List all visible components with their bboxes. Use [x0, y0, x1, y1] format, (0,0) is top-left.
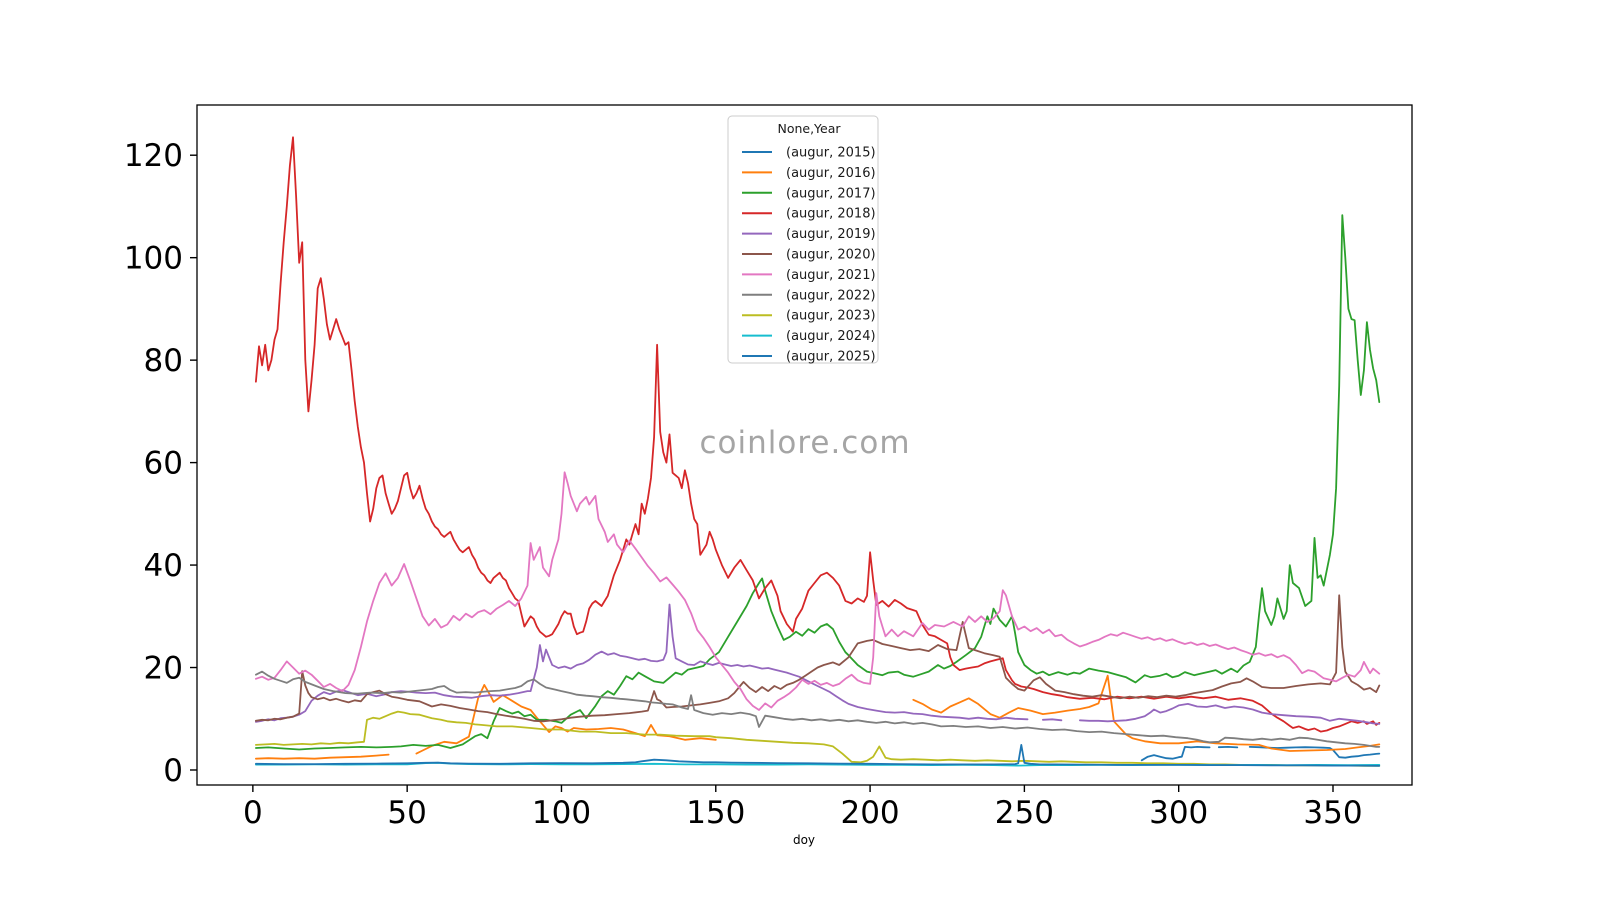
x-tick-label: 250 — [995, 795, 1054, 831]
y-tick-label: 60 — [144, 446, 183, 482]
legend-label-2018: (augur, 2018) — [786, 207, 876, 222]
legend-label-2022: (augur, 2022) — [786, 288, 876, 303]
x-tick-label: 150 — [686, 795, 745, 831]
legend-label-2020: (augur, 2020) — [786, 248, 876, 263]
y-tick-label: 80 — [144, 343, 183, 379]
series-line-2022 — [254, 670, 1381, 748]
series-line-2016 — [415, 684, 717, 755]
legend-label-2019: (augur, 2019) — [786, 227, 876, 242]
y-tick-label: 20 — [144, 651, 183, 687]
series-line-2016 — [912, 674, 1381, 752]
y-tick-label: 120 — [124, 138, 183, 174]
legend-label-2015: (augur, 2015) — [786, 146, 876, 161]
series-line-2019 — [1042, 718, 1063, 722]
series-line-2018 — [254, 136, 1381, 733]
y-tick-label: 40 — [144, 548, 183, 584]
series-line-2025 — [254, 744, 1381, 767]
x-axis-label: doy — [793, 833, 815, 847]
chart-legend: None,Year (augur, 2015) (augur, 2016) (augu… — [727, 115, 879, 365]
series-line-2023 — [254, 710, 1381, 767]
y-tick-label: 0 — [163, 753, 183, 789]
x-tick-label: 100 — [532, 795, 591, 831]
series-line-2020 — [254, 594, 1381, 723]
x-tick-label: 0 — [243, 795, 263, 831]
series-line-2019 — [254, 603, 1029, 723]
coinlore-watermark: coinlore.com — [699, 425, 910, 461]
series-line-2015 — [1217, 746, 1239, 749]
x-tick-label: 300 — [1149, 795, 1208, 831]
legend-box — [727, 115, 879, 364]
line-series-group — [254, 136, 1381, 767]
series-line-2019 — [1079, 703, 1381, 725]
legend-label-2023: (augur, 2023) — [786, 309, 876, 324]
legend-label-2024: (augur, 2024) — [786, 329, 876, 344]
y-tick-label: 100 — [124, 241, 183, 277]
legend-label-2016: (augur, 2016) — [786, 166, 876, 181]
series-line-2015 — [1140, 746, 1211, 762]
legend-title: None,Year — [777, 121, 841, 136]
x-tick-label: 200 — [840, 795, 899, 831]
series-line-2021 — [254, 471, 1381, 711]
legend-label-2017: (augur, 2017) — [786, 186, 876, 201]
x-tick-label: 350 — [1303, 795, 1362, 831]
legend-label-2025: (augur, 2025) — [786, 350, 876, 365]
axis-ticks: 0 50 100 150 200 250 300 350 0 20 40 60 80 100 120 — [124, 138, 1363, 831]
legend-label-2021: (augur, 2021) — [786, 268, 876, 283]
series-line-2016 — [254, 753, 390, 760]
x-tick-label: 50 — [387, 795, 426, 831]
